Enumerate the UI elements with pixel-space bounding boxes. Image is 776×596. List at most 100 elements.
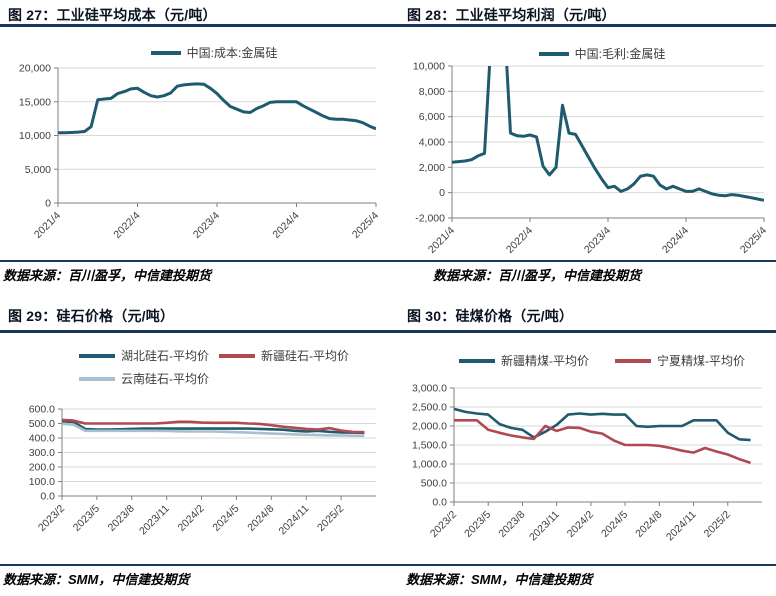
x-tick-label: 2023/2 xyxy=(36,503,67,534)
legend-line-swatch xyxy=(219,353,255,358)
series-line xyxy=(452,66,764,202)
figure-27-source: 数据来源：百川盈孚，中信建投期货 xyxy=(3,268,212,283)
figure-29-source: 数据来源：SMM，中信建投期货 xyxy=(3,572,190,587)
x-tick-label: 2024/5 xyxy=(599,509,630,540)
x-tick-label: 2024/2 xyxy=(175,503,206,534)
legend-line-swatch xyxy=(79,376,115,381)
legend-row: 云南硅石-平均价 xyxy=(79,370,209,387)
y-tick-label: 2,500.0 xyxy=(412,402,447,414)
legend-label: 中国:毛利:金属硅 xyxy=(574,47,666,61)
x-tick-label: 2025/4 xyxy=(350,210,381,241)
figure-27-title: 图 27：工业硅平均成本（元/吨） xyxy=(8,7,217,23)
title-rule-bottom xyxy=(0,330,776,333)
x-tick-label: 2024/4 xyxy=(660,225,691,256)
legend-item: 云南硅石-平均价 xyxy=(79,370,209,387)
y-tick-label: -2,000 xyxy=(415,213,445,225)
y-tick-label: 200.0 xyxy=(29,462,55,474)
x-tick-label: 2021/4 xyxy=(426,225,457,256)
y-tick-label: 0.0 xyxy=(432,497,447,509)
x-tick-label: 2022/4 xyxy=(111,210,142,241)
series-line xyxy=(62,418,365,434)
chart-27-canvas: 0 5,000 10,000 15,000 20,000 2021/4 2022/4 2023… xyxy=(19,63,381,241)
legend-label: 新疆精煤-平均价 xyxy=(501,354,589,368)
x-tick-label: 2024/4 xyxy=(270,210,301,241)
y-tick-label: 500.0 xyxy=(421,478,447,490)
x-tick-label: 2023/4 xyxy=(582,225,613,256)
x-tick-label: 2025/4 xyxy=(738,225,769,256)
y-tick-label: 15,000 xyxy=(19,96,51,108)
series-line xyxy=(62,422,365,438)
x-tick-label: 2024/11 xyxy=(277,503,312,538)
x-tick-label: 2023/8 xyxy=(106,503,137,534)
x-tick-label: 2024/5 xyxy=(210,503,241,534)
chart-30-canvas: 0.0 500.0 1,000.0 1,500.0 2,000.0 2,500.0 3,00… xyxy=(412,383,762,544)
legend-line-swatch xyxy=(150,50,181,55)
chart-29-legend: 湖北硅石-平均价 新疆硅石-平均价云南硅石-平均价 xyxy=(40,347,388,387)
legend-line-swatch xyxy=(615,358,651,363)
legend-rows: 中国:毛利:金属硅 xyxy=(538,45,666,62)
x-tick-label: 2023/8 xyxy=(496,509,527,540)
y-tick-label: 8,000 xyxy=(419,86,445,98)
y-tick-label: 0 xyxy=(439,187,445,199)
figure-29-title: 图 29：硅石价格（元/吨） xyxy=(8,308,175,324)
legend-item: 中国:毛利:金属硅 xyxy=(538,45,666,62)
legend-rows: 中国:成本:金属硅 xyxy=(150,44,278,61)
legend-line-swatch xyxy=(538,51,569,56)
figure-30-source: 数据来源：SMM，中信建投期货 xyxy=(406,572,593,587)
y-tick-label: 2,000 xyxy=(419,162,445,174)
y-tick-label: 3,000.0 xyxy=(412,383,447,395)
legend-item: 新疆精煤-平均价 xyxy=(459,352,589,369)
x-tick-label: 2025/2 xyxy=(702,509,733,540)
y-tick-label: 1,000.0 xyxy=(412,459,447,471)
y-tick-label: 6,000 xyxy=(419,111,445,123)
y-tick-label: 5,000 xyxy=(25,164,51,176)
y-tick-label: 4,000 xyxy=(419,137,445,149)
y-tick-label: 300.0 xyxy=(29,447,55,459)
series-line xyxy=(58,82,376,135)
y-tick-label: 400.0 xyxy=(29,433,55,445)
legend-row: 中国:毛利:金属硅 xyxy=(538,45,666,62)
chart-30-legend: 新疆精煤-平均价 宁夏精煤-平均价 xyxy=(428,352,776,369)
x-tick-label: 2024/8 xyxy=(245,503,276,534)
x-tick-label: 2023/5 xyxy=(71,503,102,534)
chart-28-canvas: -2,000 0 2,000 4,000 6,000 8,000 10,000 2021/4 2… xyxy=(413,61,769,256)
chart-28-legend: 中国:毛利:金属硅 xyxy=(428,45,776,62)
legend-line-swatch xyxy=(459,358,495,363)
x-tick-label: 2023/4 xyxy=(191,210,222,241)
source-rule-bottom xyxy=(0,564,776,566)
x-tick-label: 2025/2 xyxy=(315,503,346,534)
legend-label: 云南硅石-平均价 xyxy=(121,372,209,386)
title-rule-top xyxy=(0,24,776,27)
legend-row: 中国:成本:金属硅 xyxy=(150,44,278,61)
y-tick-label: 600.0 xyxy=(29,404,55,416)
x-tick-label: 2021/4 xyxy=(32,210,63,241)
x-tick-label: 2022/4 xyxy=(504,225,535,256)
y-tick-label: 1,500.0 xyxy=(412,440,447,452)
figure-28-title: 图 28：工业硅平均利润（元/吨） xyxy=(407,7,616,23)
x-tick-label: 2024/11 xyxy=(664,509,699,544)
x-tick-label: 2023/2 xyxy=(428,509,459,540)
y-tick-label: 10,000 xyxy=(19,130,51,142)
x-tick-label: 2023/11 xyxy=(137,503,172,538)
x-tick-label: 2024/8 xyxy=(633,509,664,540)
legend-item: 宁夏精煤-平均价 xyxy=(615,352,745,369)
y-tick-label: 20,000 xyxy=(19,63,51,75)
y-tick-label: 2,000.0 xyxy=(412,421,447,433)
source-rule-top xyxy=(0,260,776,262)
legend-item: 新疆硅石-平均价 xyxy=(219,347,349,364)
legend-label: 中国:成本:金属硅 xyxy=(186,46,278,60)
legend-item: 湖北硅石-平均价 xyxy=(79,347,209,364)
x-tick-label: 2023/11 xyxy=(527,509,562,544)
series-line xyxy=(454,407,751,442)
legend-rows: 新疆精煤-平均价 宁夏精煤-平均价 xyxy=(459,352,745,369)
legend-line-swatch xyxy=(79,353,115,358)
legend-label: 宁夏精煤-平均价 xyxy=(657,354,745,368)
legend-label: 新疆硅石-平均价 xyxy=(261,349,349,363)
y-tick-label: 500.0 xyxy=(29,418,55,430)
y-tick-label: 0.0 xyxy=(40,491,55,503)
legend-rows: 湖北硅石-平均价 新疆硅石-平均价云南硅石-平均价 xyxy=(79,347,349,387)
figure-28-source: 数据来源：百川盈孚，中信建投期货 xyxy=(433,268,642,283)
legend-row: 湖北硅石-平均价 新疆硅石-平均价 xyxy=(79,347,349,364)
y-tick-label: 0 xyxy=(45,198,51,210)
